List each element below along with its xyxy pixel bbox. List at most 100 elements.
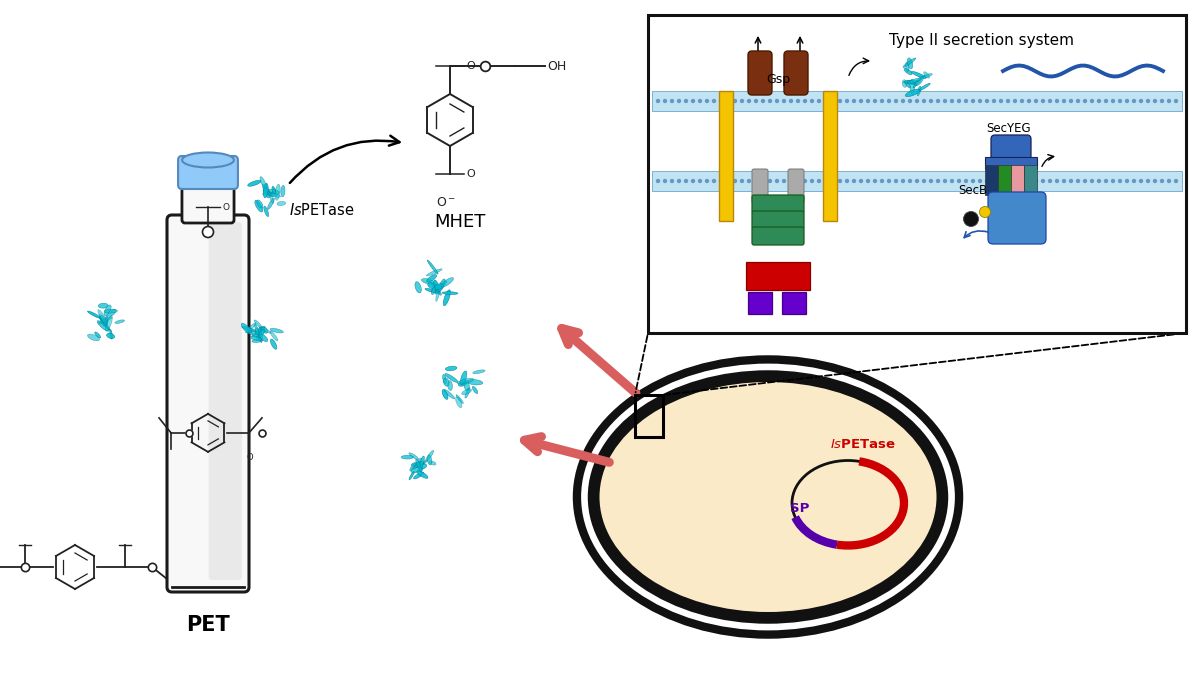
Bar: [648, 15, 1186, 333]
Circle shape: [824, 179, 828, 183]
Ellipse shape: [434, 284, 444, 290]
Ellipse shape: [98, 310, 107, 324]
Circle shape: [1048, 99, 1052, 103]
Ellipse shape: [247, 180, 260, 186]
Ellipse shape: [269, 192, 274, 203]
Ellipse shape: [916, 76, 924, 86]
FancyBboxPatch shape: [991, 135, 1031, 173]
Ellipse shape: [98, 303, 108, 308]
Circle shape: [684, 99, 689, 103]
Ellipse shape: [263, 189, 274, 196]
Circle shape: [1153, 99, 1157, 103]
Circle shape: [1006, 99, 1010, 103]
Circle shape: [754, 99, 758, 103]
Ellipse shape: [270, 328, 283, 333]
FancyBboxPatch shape: [752, 195, 804, 213]
Circle shape: [852, 179, 857, 183]
Bar: [652, 171, 1182, 191]
Circle shape: [662, 179, 667, 183]
Ellipse shape: [257, 200, 263, 208]
Circle shape: [971, 99, 976, 103]
Circle shape: [872, 179, 877, 183]
Circle shape: [992, 179, 996, 183]
Circle shape: [1020, 99, 1025, 103]
Ellipse shape: [415, 281, 421, 293]
Circle shape: [1132, 99, 1136, 103]
Bar: [719, 91, 733, 221]
Circle shape: [1174, 99, 1178, 103]
Circle shape: [1055, 179, 1060, 183]
Circle shape: [964, 99, 968, 103]
Ellipse shape: [431, 283, 442, 295]
Ellipse shape: [458, 381, 467, 386]
Ellipse shape: [434, 281, 446, 294]
Ellipse shape: [421, 279, 434, 284]
Circle shape: [845, 179, 850, 183]
Circle shape: [838, 99, 842, 103]
Circle shape: [796, 99, 800, 103]
Circle shape: [950, 99, 954, 103]
Ellipse shape: [415, 459, 422, 472]
Circle shape: [1166, 99, 1171, 103]
Ellipse shape: [436, 288, 440, 301]
Circle shape: [838, 179, 842, 183]
Circle shape: [1076, 179, 1080, 183]
Ellipse shape: [409, 463, 415, 470]
Circle shape: [943, 99, 947, 103]
Circle shape: [859, 179, 863, 183]
Circle shape: [817, 179, 821, 183]
Circle shape: [726, 99, 731, 103]
Circle shape: [740, 179, 744, 183]
Ellipse shape: [88, 334, 100, 341]
FancyBboxPatch shape: [788, 169, 804, 203]
FancyBboxPatch shape: [988, 192, 1046, 244]
Ellipse shape: [473, 386, 478, 394]
Ellipse shape: [464, 381, 469, 391]
Circle shape: [908, 99, 912, 103]
Circle shape: [1132, 179, 1136, 183]
Circle shape: [698, 99, 702, 103]
Circle shape: [880, 99, 884, 103]
FancyBboxPatch shape: [752, 211, 804, 229]
Ellipse shape: [107, 333, 115, 339]
Circle shape: [929, 179, 934, 183]
Circle shape: [1040, 99, 1045, 103]
Text: Gsp: Gsp: [766, 73, 790, 86]
Ellipse shape: [115, 320, 125, 323]
Circle shape: [775, 99, 779, 103]
Bar: [782, 292, 806, 314]
Ellipse shape: [242, 327, 256, 331]
FancyBboxPatch shape: [752, 169, 768, 203]
Ellipse shape: [412, 462, 426, 469]
Text: $\mathit{Is}$PETase: $\mathit{Is}$PETase: [289, 202, 355, 218]
Circle shape: [677, 99, 682, 103]
Circle shape: [830, 179, 835, 183]
Circle shape: [998, 99, 1003, 103]
Ellipse shape: [448, 381, 452, 391]
Ellipse shape: [421, 460, 428, 464]
Ellipse shape: [907, 80, 917, 85]
Bar: [985, 165, 998, 195]
Ellipse shape: [100, 316, 106, 323]
Circle shape: [866, 99, 870, 103]
Circle shape: [852, 99, 857, 103]
FancyBboxPatch shape: [784, 51, 808, 95]
Ellipse shape: [904, 80, 918, 83]
Ellipse shape: [457, 379, 474, 384]
Text: SP: SP: [791, 502, 810, 514]
Ellipse shape: [270, 339, 277, 349]
Ellipse shape: [464, 387, 470, 398]
Circle shape: [1111, 99, 1115, 103]
Circle shape: [914, 179, 919, 183]
Ellipse shape: [918, 83, 930, 91]
Circle shape: [712, 99, 716, 103]
Circle shape: [992, 99, 996, 103]
Circle shape: [712, 179, 716, 183]
Text: O: O: [222, 202, 229, 211]
Ellipse shape: [263, 189, 276, 195]
Circle shape: [662, 99, 667, 103]
Circle shape: [203, 227, 214, 238]
Circle shape: [1124, 99, 1129, 103]
Ellipse shape: [416, 458, 422, 468]
Circle shape: [1097, 179, 1102, 183]
